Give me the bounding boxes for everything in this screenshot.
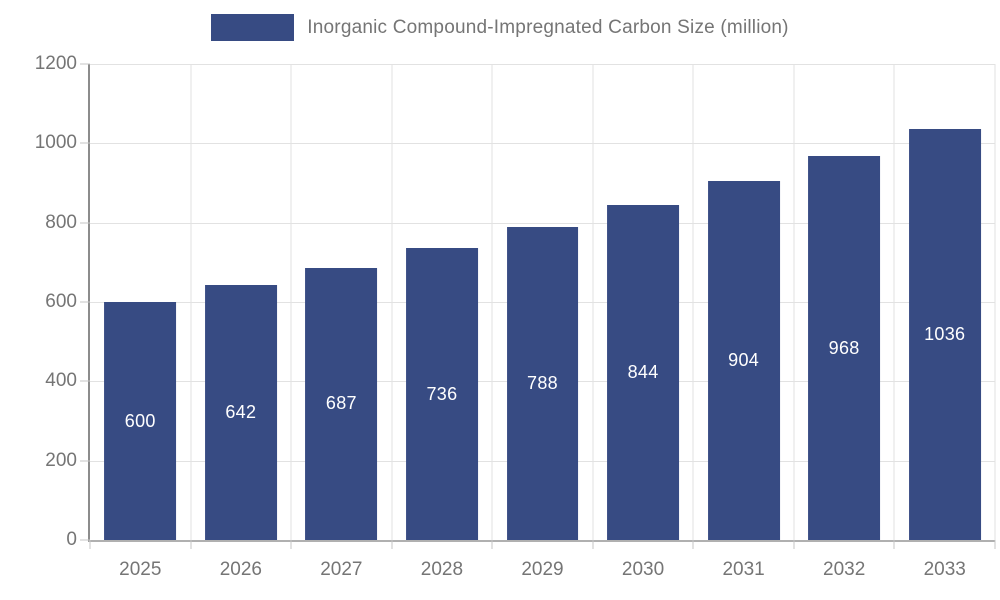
gridline-horizontal — [90, 222, 995, 224]
x-axis-tick — [994, 540, 996, 549]
gridline-vertical — [793, 64, 795, 540]
y-axis-label: 400 — [45, 370, 77, 392]
bar-2031[interactable]: 904 — [707, 181, 780, 540]
x-axis-label: 2025 — [119, 559, 162, 580]
x-axis-label: 2026 — [219, 559, 262, 580]
x-axis-tick — [692, 540, 694, 549]
legend-swatch — [211, 14, 295, 41]
gridline-vertical — [391, 64, 393, 540]
bar-2030[interactable]: 844 — [607, 205, 679, 540]
bar-value-label: 642 — [225, 402, 257, 423]
y-axis-tick — [80, 460, 90, 462]
legend-label: Inorganic Compound-Impregnated Carbon Si… — [307, 16, 789, 38]
x-axis-tick — [893, 540, 895, 549]
gridline-vertical — [893, 64, 895, 540]
y-axis-tick — [80, 301, 90, 303]
y-axis-label: 200 — [45, 449, 77, 471]
bar-value-label: 687 — [325, 393, 357, 414]
y-axis-tick — [80, 63, 90, 65]
x-axis-tick — [592, 540, 594, 549]
gridline-horizontal — [90, 64, 995, 65]
x-axis-tick — [290, 540, 292, 549]
gridline-vertical — [491, 64, 493, 540]
bar-value-label: 788 — [527, 373, 558, 394]
x-axis-tick — [89, 540, 91, 549]
x-axis-tick — [190, 540, 192, 549]
y-axis-tick — [80, 222, 90, 224]
bar-value-label: 736 — [426, 383, 458, 404]
y-axis-tick — [80, 380, 90, 382]
gridline-vertical — [592, 64, 594, 540]
bar-value-label: 968 — [828, 337, 860, 358]
x-axis-tick — [391, 540, 393, 549]
x-axis-tick — [491, 540, 493, 549]
bar-2032[interactable]: 968 — [808, 156, 881, 540]
bar-2026[interactable]: 642 — [204, 285, 277, 540]
bar-2025[interactable]: 600 — [104, 302, 177, 540]
bar-value-label: 1036 — [924, 324, 966, 345]
legend[interactable]: Inorganic Compound-Impregnated Carbon Si… — [0, 14, 1000, 41]
y-axis-tick — [80, 142, 90, 144]
y-axis-label: 1000 — [34, 132, 77, 154]
x-axis-label: 2029 — [521, 559, 564, 580]
gridline-vertical — [190, 64, 192, 540]
x-axis-tick — [793, 540, 795, 549]
bar-2029[interactable]: 788 — [506, 227, 579, 540]
x-axis-label: 2028 — [420, 559, 464, 580]
bar-2027[interactable]: 687 — [305, 267, 378, 540]
bar-value-label: 904 — [728, 350, 760, 371]
bar-value-label: 600 — [124, 410, 156, 431]
y-axis-tick — [80, 539, 90, 541]
gridline-vertical — [290, 64, 292, 540]
bar-2028[interactable]: 736 — [405, 248, 478, 540]
x-axis-label: 2030 — [621, 559, 665, 580]
x-axis-label: 2027 — [320, 559, 363, 580]
x-axis-label: 2033 — [923, 559, 966, 580]
bar-value-label: 844 — [627, 362, 659, 383]
y-axis-label: 1200 — [34, 53, 77, 74]
gridline-vertical — [692, 64, 694, 540]
y-axis-label: 0 — [66, 529, 77, 550]
x-axis-label: 2032 — [823, 559, 866, 580]
gridline-horizontal — [90, 143, 995, 145]
gridline-vertical — [994, 64, 996, 540]
y-axis-label: 600 — [45, 291, 77, 312]
y-axis-label: 800 — [45, 211, 77, 233]
plot-area: 0 200 400 600 800 1000 1200 600 2025 642 2026 687 20… — [35, 53, 996, 580]
x-axis-label: 2031 — [722, 559, 765, 580]
bar-2033[interactable]: 1036 — [908, 129, 981, 540]
